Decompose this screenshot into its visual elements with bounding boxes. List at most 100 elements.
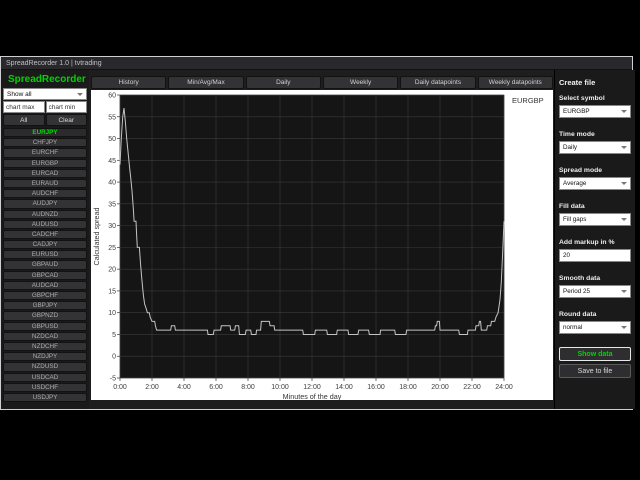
select-symbol-label: Select symbol (559, 95, 605, 102)
symbol-item-audchf[interactable]: AUDCHF (3, 189, 87, 199)
symbol-item-usdjpy[interactable]: USDJPY (3, 392, 87, 403)
chart-legend: EURGBP (512, 96, 544, 105)
chevron-down-icon (621, 146, 627, 149)
spread-mode-value: Average (563, 180, 587, 187)
time-mode-dropdown[interactable]: Daily (559, 141, 631, 154)
chevron-down-icon (621, 218, 627, 221)
fill-data-label: Fill data (559, 203, 585, 210)
symbol-item-nzdchf[interactable]: NZDCHF (3, 341, 87, 352)
tab-daily[interactable]: Daily (245, 76, 321, 89)
chart-max-input[interactable] (3, 101, 45, 113)
chevron-down-icon (621, 110, 627, 113)
round-data-label: Round data (559, 311, 597, 318)
chevron-down-icon (621, 326, 627, 329)
symbol-item-gbpcad[interactable]: GBPCAD (3, 270, 87, 280)
symbol-item-nzdjpy[interactable]: NZDJPY (3, 352, 87, 362)
tab-weekly-datapoints[interactable]: Weekly datapoints (477, 76, 553, 89)
symbol-item-gbpaud[interactable]: GBPAUD (3, 260, 87, 270)
y-tick-label: 40 (108, 180, 116, 187)
time-mode-value: Daily (563, 144, 577, 151)
x-tick-label: 16:00 (367, 384, 385, 391)
symbol-item-gbpchf[interactable]: GBPCHF (3, 291, 87, 301)
tab-history[interactable]: History (91, 76, 167, 89)
symbol-item-usdchf[interactable]: USDCHF (3, 382, 87, 392)
y-tick-label: 0 (112, 354, 116, 361)
symbol-item-chfjpy[interactable]: CHFJPY (3, 138, 87, 148)
smooth-data-dropdown[interactable]: Period 25 (559, 285, 631, 298)
y-tick-label: -5 (110, 376, 116, 383)
filter-dropdown[interactable]: Show all (3, 88, 87, 100)
y-tick-label: 55 (108, 114, 116, 121)
symbol-item-usdcad[interactable]: USDCAD (3, 372, 87, 382)
symbol-item-eurchf[interactable]: EURCHF (3, 148, 87, 158)
fill-data-value: Fill gaps (563, 216, 587, 223)
symbol-item-audcad[interactable]: AUDCAD (3, 280, 87, 290)
symbol-item-cadchf[interactable]: CADCHF (3, 229, 87, 240)
symbol-item-eurcad[interactable]: EURCAD (3, 168, 87, 178)
y-tick-label: 15 (108, 288, 116, 295)
spread-line-series (119, 108, 505, 335)
window-title: SpreadRecorder 1.0 | tvtrading (6, 60, 102, 67)
y-tick-label: 5 (112, 332, 116, 339)
y-tick-label: 30 (108, 223, 116, 230)
symbol-item-euraud[interactable]: EURAUD (3, 178, 87, 189)
show-data-button[interactable]: Show data (559, 347, 631, 361)
fill-data-dropdown[interactable]: Fill gaps (559, 213, 631, 226)
round-data-dropdown[interactable]: normal (559, 321, 631, 334)
x-tick-label: 0:00 (113, 384, 127, 391)
clear-button[interactable]: Clear (45, 114, 87, 126)
smooth-data-label: Smooth data (559, 275, 601, 282)
select-symbol-value: EURGBP (563, 108, 590, 115)
symbol-item-gbpjpy[interactable]: GBPJPY (3, 301, 87, 311)
tab-daily-datapoints[interactable]: Daily datapoints (400, 76, 476, 89)
x-tick-label: 12:00 (303, 384, 321, 391)
smooth-data-value: Period 25 (563, 288, 590, 295)
x-tick-label: 4:00 (177, 384, 191, 391)
all-button[interactable]: All (3, 114, 45, 126)
symbol-item-audjpy[interactable]: AUDJPY (3, 199, 87, 209)
chevron-down-icon (621, 182, 627, 185)
symbol-list: EURJPY CHFJPY EURCHF EURGBP EURCAD EURAUD AUDC… (3, 128, 87, 403)
y-tick-label: 10 (108, 310, 116, 317)
chart-section: History Min/Avg/Max Daily Weekly Daily datap… (89, 70, 554, 409)
tab-min-avg-max[interactable]: Min/Avg/Max (168, 76, 244, 89)
create-file-title: Create file (559, 78, 596, 87)
symbol-item-audnzd[interactable]: AUDNZD (3, 209, 87, 219)
y-tick-label: 25 (108, 245, 116, 252)
tab-weekly[interactable]: Weekly (322, 76, 399, 89)
x-tick-label: 22:00 (463, 384, 481, 391)
symbol-item-gbpusd[interactable]: GBPUSD (3, 321, 87, 331)
symbol-item-nzdusd[interactable]: NZDUSD (3, 362, 87, 372)
symbol-item-eurusd[interactable]: EURUSD (3, 250, 87, 260)
time-mode-label: Time mode (559, 131, 595, 138)
spread-mode-label: Spread mode (559, 167, 603, 174)
symbol-item-cadjpy[interactable]: CADJPY (3, 240, 87, 250)
symbol-item-eurjpy[interactable]: EURJPY (3, 128, 87, 138)
select-symbol-dropdown[interactable]: EURGBP (559, 105, 631, 118)
x-axis-label: Minutes of the day (283, 392, 342, 400)
add-markup-in-input[interactable]: 20 (559, 249, 631, 262)
symbol-item-nzdcad[interactable]: NZDCAD (3, 331, 87, 341)
add-markup-in-label: Add markup in % (559, 239, 615, 246)
chevron-down-icon (77, 92, 83, 96)
save-to-file-button[interactable]: Save to file (559, 364, 631, 378)
round-data-value: normal (563, 324, 583, 331)
symbol-item-eurgbp[interactable]: EURGBP (3, 158, 87, 168)
x-tick-label: 2:00 (145, 384, 159, 391)
symbol-sidebar: SpreadRecorder Show all All Clear EURJPY… (1, 70, 89, 409)
window-content: SpreadRecorder Show all All Clear EURJPY… (1, 70, 635, 409)
chart-min-input[interactable] (45, 101, 87, 113)
x-tick-label: 8:00 (241, 384, 255, 391)
create-file-fields: Select symbol EURGBP Time mode Daily Spread … (559, 95, 631, 334)
x-tick-label: 18:00 (399, 384, 417, 391)
spread-mode-dropdown[interactable]: Average (559, 177, 631, 190)
window-titlebar[interactable]: SpreadRecorder 1.0 | tvtrading (1, 57, 632, 70)
x-tick-label: 10:00 (271, 384, 289, 391)
symbol-item-gbpnzd[interactable]: GBPNZD (3, 311, 87, 321)
spread-chart[interactable]: 60 55 50 45 40 35 30 25 20 15 10 5 0 -5 0:00 2:00 4:00 6:… (91, 90, 553, 402)
y-tick-label: 35 (108, 201, 116, 208)
x-tick-label: 6:00 (209, 384, 223, 391)
y-tick-label: 50 (108, 136, 116, 143)
symbol-item-audusd[interactable]: AUDUSD (3, 219, 87, 229)
